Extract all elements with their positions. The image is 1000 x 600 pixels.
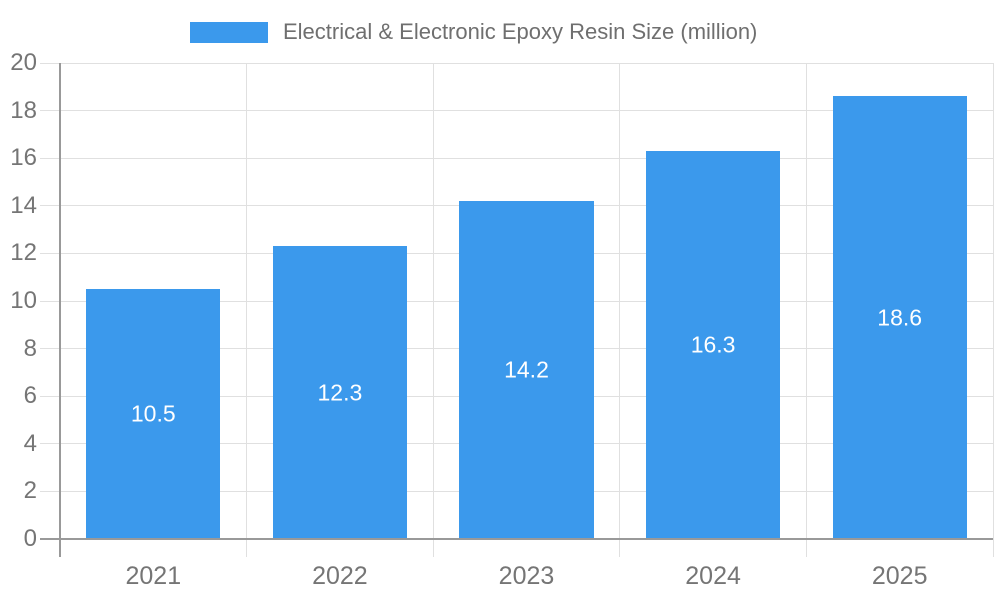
legend-item[interactable]: Electrical & Electronic Epoxy Resin Size… — [190, 19, 757, 45]
gridline-x-3 — [619, 63, 621, 557]
y-tick-label-18: 18 — [10, 96, 37, 124]
x-axis-line — [40, 538, 993, 540]
y-tick-label-0: 0 — [23, 525, 37, 552]
bar-value-label-2022: 12.3 — [317, 379, 363, 406]
y-tick-label-10: 10 — [10, 287, 37, 314]
gridline-x-2 — [432, 63, 434, 557]
y-tick-label-12: 12 — [10, 239, 37, 267]
gridline-y-16 — [40, 157, 993, 159]
y-axis-line — [59, 63, 61, 557]
gridline-x-1 — [246, 63, 248, 557]
gridline-y-20 — [40, 62, 993, 64]
gridline-y-18 — [40, 110, 993, 112]
bar-2024[interactable]: 16.3 — [645, 151, 781, 539]
legend-label: Electrical & Electronic Epoxy Resin Size… — [283, 19, 758, 44]
bar-2025[interactable]: 18.6 — [832, 96, 967, 539]
plot-area: 0 2 4 6 8 10 12 14 16 18 20 10.5 2021 12.3 2022 14.2 202… — [10, 50, 994, 590]
bar-2023[interactable]: 14.2 — [459, 201, 594, 539]
gridline-x-4 — [805, 63, 807, 557]
y-tick-label-6: 6 — [23, 382, 37, 410]
x-tick-label-2023: 2023 — [498, 562, 555, 590]
bar-value-label-2025: 18.6 — [877, 304, 923, 331]
x-tick-label-2024: 2024 — [685, 562, 741, 590]
x-tick-label-2025: 2025 — [871, 562, 928, 590]
y-tick-label-20: 20 — [10, 49, 37, 76]
y-tick-label-16: 16 — [10, 144, 37, 172]
y-tick-label-4: 4 — [23, 429, 37, 457]
bar-2021[interactable]: 10.5 — [86, 289, 221, 539]
gridline-x-5 — [992, 63, 994, 557]
x-tick-label-2021: 2021 — [125, 562, 182, 590]
bar-value-label-2021: 10.5 — [130, 400, 176, 427]
bar-value-label-2024: 16.3 — [690, 331, 736, 358]
legend-swatch-icon — [190, 21, 268, 43]
x-tick-label-2022: 2022 — [312, 562, 368, 590]
y-tick-label-14: 14 — [10, 191, 37, 219]
bar-value-label-2023: 14.2 — [504, 356, 549, 383]
bar-2022[interactable]: 12.3 — [272, 246, 408, 539]
y-tick-label-2: 2 — [23, 477, 37, 505]
y-tick-label-8: 8 — [23, 334, 37, 362]
